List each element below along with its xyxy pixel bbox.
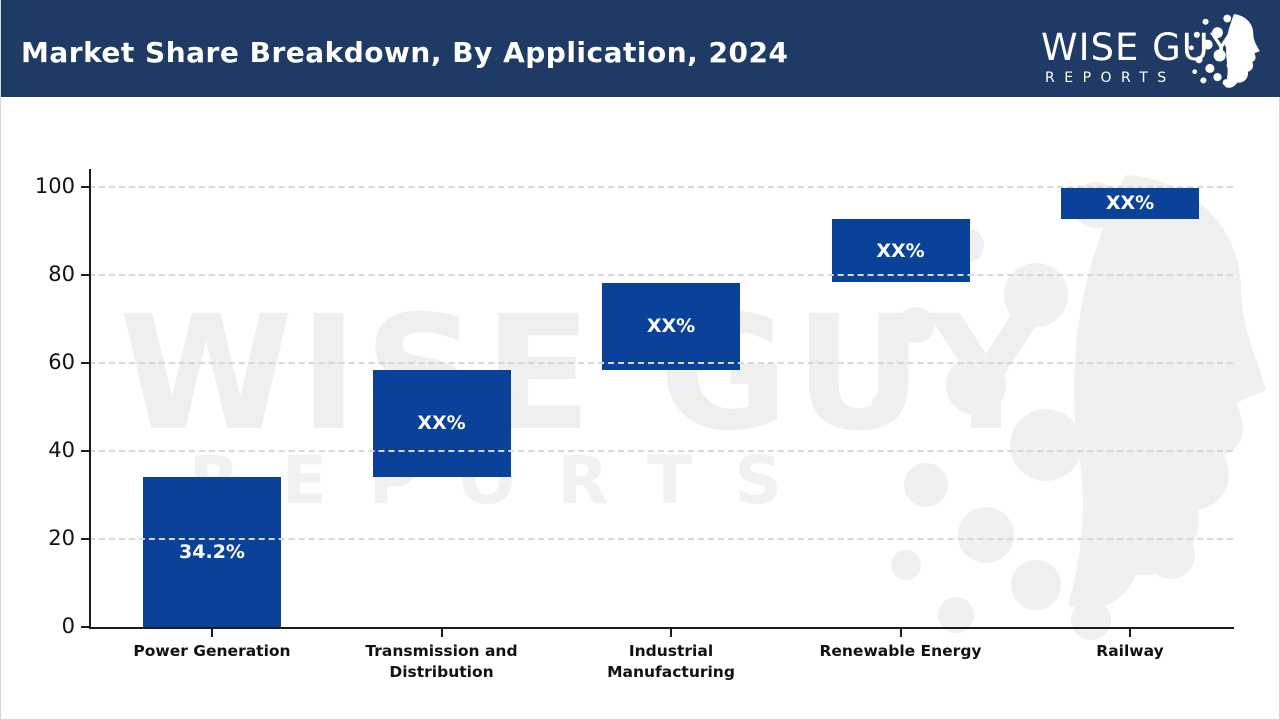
y-tick-label: 100 (34, 174, 75, 198)
header-band: Market Share Breakdown, By Application, … (1, 0, 1280, 97)
bar-transmission-and-distribution: XX% (372, 369, 511, 477)
y-tick-label: 0 (61, 614, 75, 638)
x-tick (211, 629, 213, 637)
x-axis-line (89, 627, 1234, 629)
gridline-100 (89, 186, 1233, 188)
x-tick (1129, 629, 1131, 637)
bar-renewable-energy: XX% (831, 219, 970, 283)
y-tick (81, 274, 89, 276)
gridline-20 (89, 538, 1233, 540)
logo-face-icon (1189, 14, 1260, 88)
y-tick (81, 626, 89, 628)
bar-industrial-manufacturing: XX% (602, 282, 740, 370)
gridline-40 (89, 450, 1233, 452)
x-category-label: Transmission and Distribution (365, 642, 518, 681)
y-tick (81, 450, 89, 452)
y-tick-label: 60 (48, 350, 75, 374)
x-category-label: Power Generation (133, 642, 291, 660)
bar-value-label: XX% (1105, 192, 1155, 215)
x-tick (440, 629, 443, 637)
gridline-60 (89, 362, 1233, 364)
y-tick-label: 80 (48, 262, 75, 286)
bar-value-label: 34.2% (179, 540, 245, 563)
y-axis-line (89, 169, 91, 629)
x-tick (899, 629, 902, 637)
y-tick (81, 538, 89, 540)
x-tick (670, 629, 672, 637)
y-tick (81, 362, 89, 364)
x-category-label: Railway (1096, 642, 1164, 660)
y-tick-label: 20 (48, 526, 75, 550)
logo-text: WISE GUY REPORTS (1041, 26, 1233, 86)
wise-guy-reports-logo: WISE GUY REPORTS (1013, 8, 1263, 92)
x-category-label: Renewable Energy (819, 642, 982, 660)
bar-railway: XX% (1061, 187, 1199, 219)
watermark-wordmark: WISE GUY (119, 282, 1050, 466)
chart-area: 34.2% Power Generation XX% Transmission and… (1, 97, 1280, 713)
bar-value-label: XX% (417, 412, 466, 435)
logo-subtitle: REPORTS (1045, 70, 1176, 86)
bar-value-label: XX% (646, 315, 696, 338)
x-category-label: Industrial Manufacturing (607, 642, 735, 681)
y-tick (81, 186, 89, 188)
gridline-80 (89, 274, 1233, 276)
bar-power-generation: 34.2% (143, 476, 281, 627)
y-tick-label: 40 (48, 438, 75, 462)
page-title: Market Share Breakdown, By Application, … (21, 36, 789, 69)
bar-value-label: XX% (876, 239, 925, 262)
